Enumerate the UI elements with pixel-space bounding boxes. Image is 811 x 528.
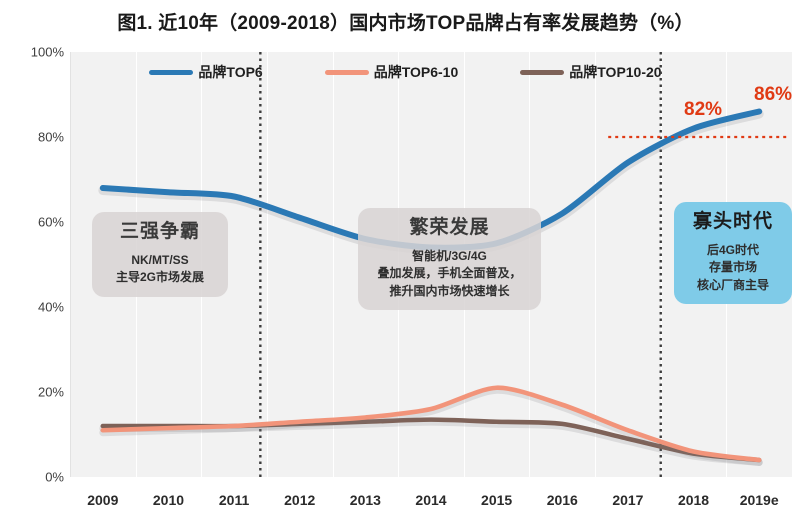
y-axis-tick-label: 80% xyxy=(37,129,64,145)
y-axis-tick-label: 100% xyxy=(30,44,64,60)
phase-box-1: 三强争霸 NK/MT/SS 主导2G市场发展 xyxy=(92,212,228,297)
x-axis-tick-label: 2019e xyxy=(739,492,779,508)
phase-description-line: 存量市场 xyxy=(708,260,757,275)
gridline-vertical xyxy=(332,52,334,477)
phase-description: 智能机/3G/4G 叠加发展，手机全面普及， 推升国内市场快速增长 xyxy=(366,248,533,300)
chart-title: 图1. 近10年（2009-2018）国内市场TOP品牌占有率发展趋势（%） xyxy=(117,13,694,34)
phase-description-line: NK/MT/SS xyxy=(131,252,189,267)
phase-box-3: 寡头时代 后4G时代 存量市场 核心厂商主导 xyxy=(674,202,792,305)
phase-description-line: 智能机/3G/4G xyxy=(412,248,487,263)
x-axis-tick-label: 2015 xyxy=(481,492,513,508)
phase-description: NK/MT/SS 主导2G市场发展 xyxy=(100,252,220,287)
x-axis-tick-label: 2012 xyxy=(284,492,316,508)
value-callout-2019: 86% xyxy=(754,84,793,105)
phase-title: 寡头时代 xyxy=(692,211,773,232)
phase-title: 三强争霸 xyxy=(119,221,200,242)
value-callout-2018: 82% xyxy=(684,99,723,120)
x-axis-tick-label: 2014 xyxy=(415,492,447,508)
phase-description-line: 叠加发展，手机全面普及， xyxy=(377,266,522,281)
y-axis-tick-label: 40% xyxy=(37,299,64,315)
x-axis-tick-label: 2017 xyxy=(612,492,644,508)
phase-description-line: 主导2G市场发展 xyxy=(115,270,204,285)
y-axis-rule xyxy=(70,52,71,477)
phase-description-line: 后4G时代 xyxy=(706,242,759,257)
phase-box-2: 繁荣发展 智能机/3G/4G 叠加发展，手机全面普及， 推升国内市场快速增长 xyxy=(358,208,541,311)
gridline-vertical xyxy=(660,52,662,477)
gridline-vertical xyxy=(595,52,597,477)
x-axis-tick-label: 2013 xyxy=(349,492,381,508)
y-axis-tick-label: 0% xyxy=(45,469,64,485)
gridline-vertical xyxy=(266,52,268,477)
phase-description-line: 核心厂商主导 xyxy=(696,277,769,292)
x-axis-tick-label: 2009 xyxy=(87,492,119,508)
phase-title: 繁荣发展 xyxy=(409,217,490,238)
y-axis-tick-label: 60% xyxy=(37,214,64,230)
phase-description: 后4G时代 存量市场 核心厂商主导 xyxy=(682,242,784,294)
x-axis-tick-label: 2018 xyxy=(677,492,710,508)
x-axis-tick-label: 2011 xyxy=(218,492,250,508)
y-axis-tick-label: 20% xyxy=(37,384,64,400)
y-axis: 0% 20% 40% 60% 80% 100% xyxy=(0,0,64,528)
x-axis-tick-label: 2016 xyxy=(546,492,578,508)
phase-description-line: 推升国内市场快速增长 xyxy=(389,283,510,298)
x-axis-tick-label: 2010 xyxy=(152,492,185,508)
